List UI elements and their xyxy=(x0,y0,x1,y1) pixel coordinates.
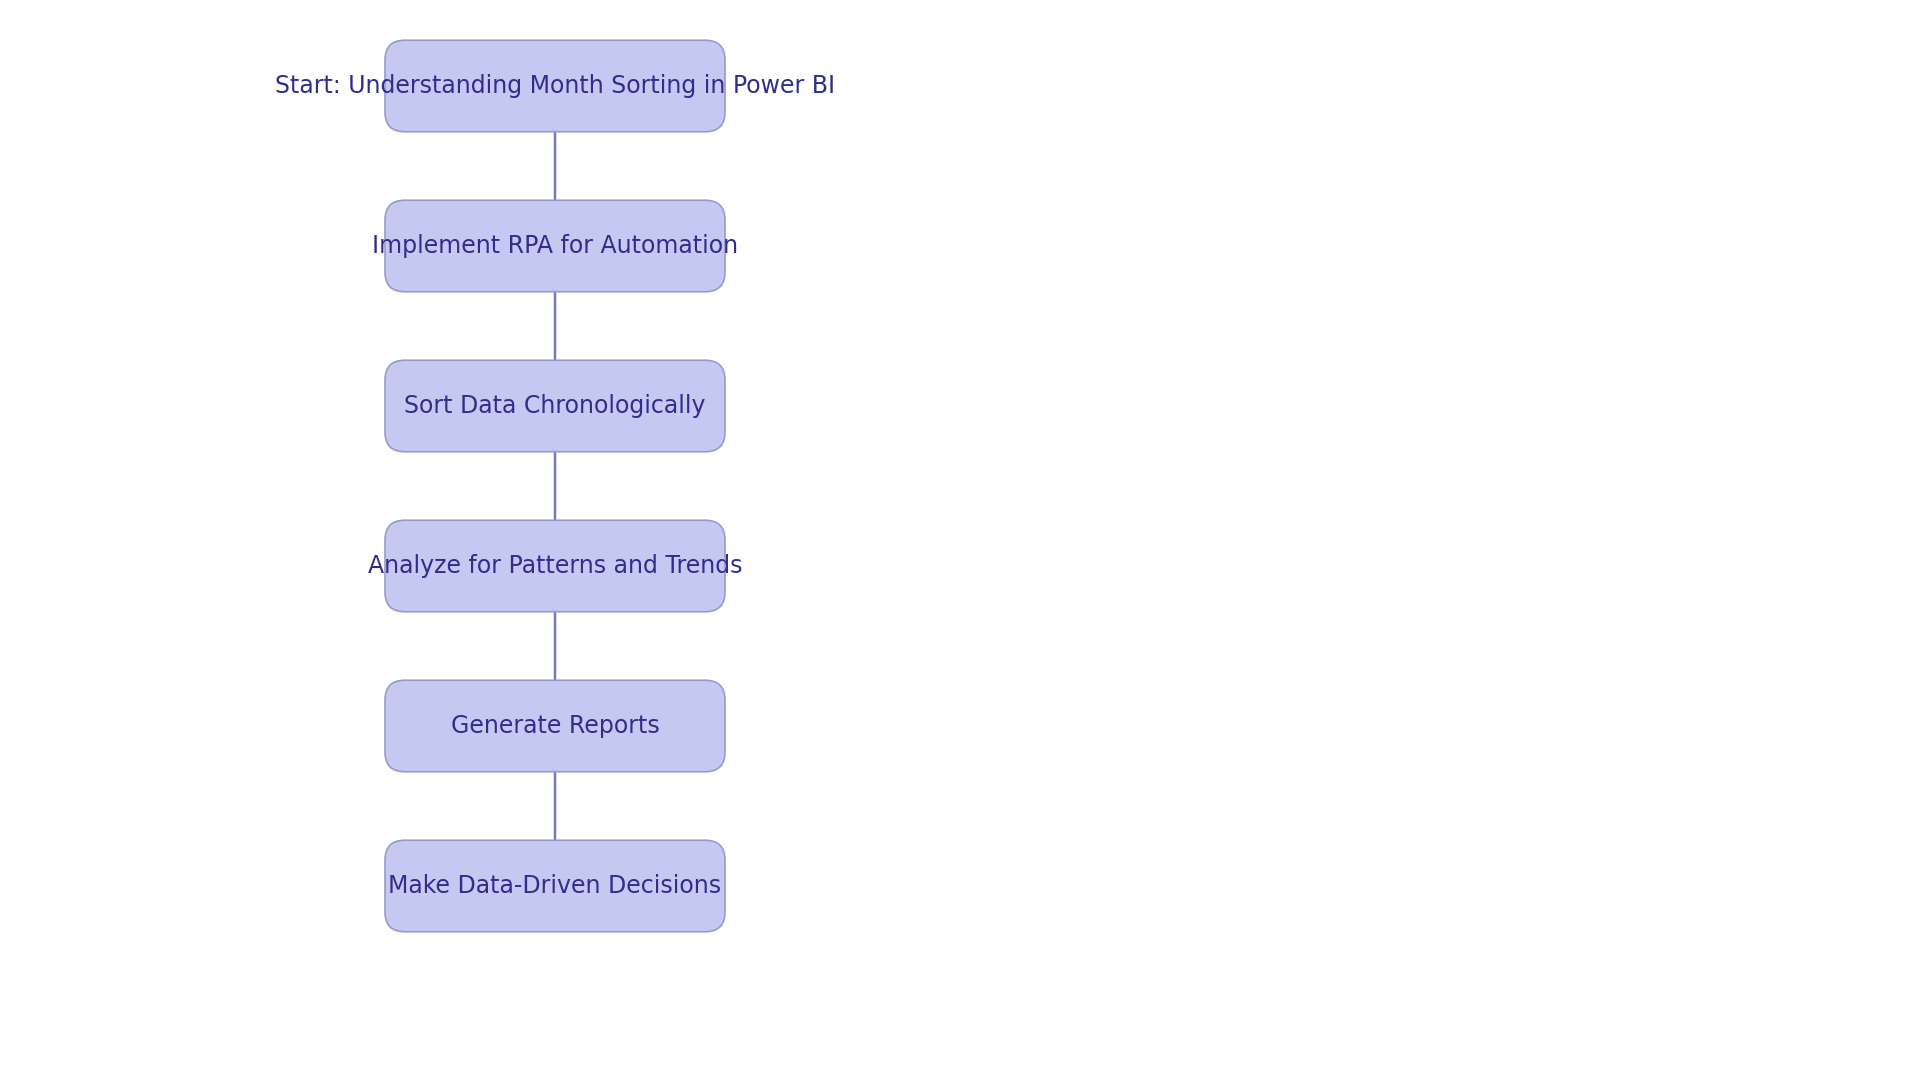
FancyBboxPatch shape xyxy=(386,680,726,772)
Text: Generate Reports: Generate Reports xyxy=(451,714,659,738)
Text: Sort Data Chronologically: Sort Data Chronologically xyxy=(405,394,707,418)
Text: Analyze for Patterns and Trends: Analyze for Patterns and Trends xyxy=(369,554,743,578)
Text: Make Data-Driven Decisions: Make Data-Driven Decisions xyxy=(388,874,722,898)
FancyBboxPatch shape xyxy=(386,200,726,291)
Text: Start: Understanding Month Sorting in Power BI: Start: Understanding Month Sorting in Po… xyxy=(275,74,835,97)
FancyBboxPatch shape xyxy=(386,520,726,612)
FancyBboxPatch shape xyxy=(386,40,726,132)
FancyBboxPatch shape xyxy=(386,361,726,452)
Text: Implement RPA for Automation: Implement RPA for Automation xyxy=(372,234,737,258)
FancyBboxPatch shape xyxy=(386,840,726,931)
